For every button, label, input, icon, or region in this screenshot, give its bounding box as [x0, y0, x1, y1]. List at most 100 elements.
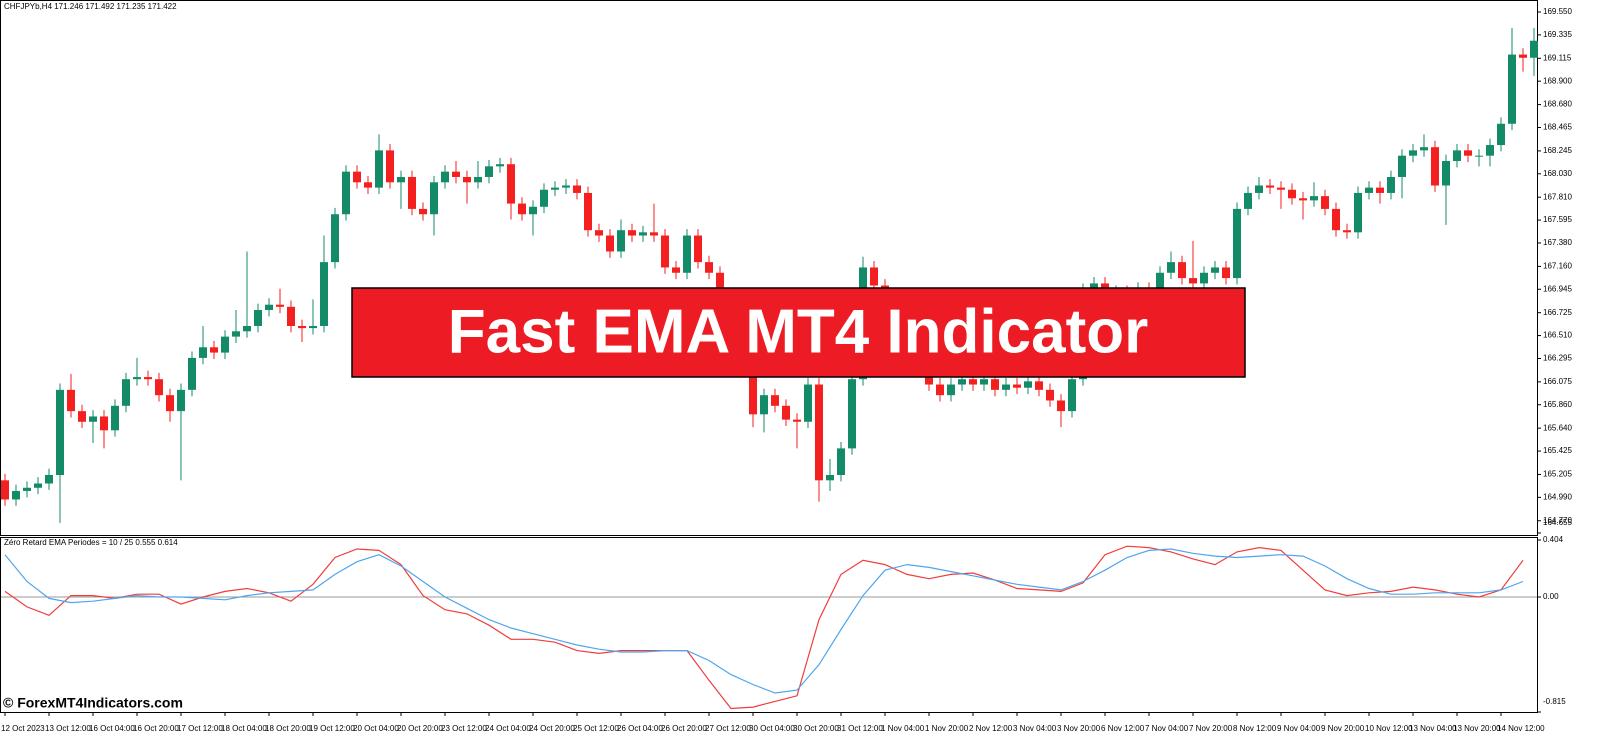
- candle-body: [1475, 155, 1483, 157]
- y-tick-label: 164.770: [1543, 516, 1572, 525]
- plot: 169.550 169.335 169.115 168.900 168.680 168.4…: [1, 7, 1572, 733]
- y-tick-label: 166.945: [1543, 284, 1572, 293]
- y-tick-label: 165.860: [1543, 400, 1572, 409]
- candle-body: [1354, 192, 1362, 233]
- candle-body: [837, 448, 845, 475]
- x-tick-label: 18 Oct 04:00: [221, 724, 267, 733]
- x-tick-label: 23 Oct 12:00: [441, 724, 487, 733]
- x-tick-label: 16 Oct 20:00: [133, 724, 179, 733]
- candle-body: [342, 171, 350, 215]
- banner: [351, 287, 1246, 378]
- candle-body: [441, 171, 449, 183]
- candle-body: [1057, 400, 1065, 412]
- candle-body: [1321, 196, 1329, 209]
- y-tick-label: 168.680: [1543, 100, 1572, 109]
- y-tick-label: 168.465: [1543, 123, 1572, 132]
- candle-body: [1, 480, 9, 500]
- candle-body: [1255, 185, 1263, 193]
- candle-body: [188, 357, 196, 390]
- candle-body: [848, 379, 856, 449]
- candle-body: [254, 310, 262, 326]
- candle-body: [793, 419, 801, 422]
- candle-body: [1332, 208, 1340, 231]
- candle-body: [969, 379, 977, 385]
- candle-body: [540, 189, 548, 207]
- candle-body: [364, 182, 372, 188]
- candle-body: [199, 347, 207, 358]
- y-tick-label: 168.245: [1543, 146, 1572, 155]
- candle-body: [661, 235, 669, 268]
- candle-body: [1387, 176, 1395, 193]
- banner-text: Fast EMA MT4 Indicator: [448, 297, 1148, 366]
- x-tick-label: 9 Nov 04:00: [1277, 724, 1321, 733]
- x-tick-label: 25 Oct 12:00: [573, 724, 619, 733]
- y-tick-label: 166.075: [1543, 377, 1572, 386]
- x-tick-label: 2 Nov 12:00: [969, 724, 1013, 733]
- candle-body: [1046, 389, 1054, 401]
- x-tick-label: 17 Oct 12:00: [177, 724, 223, 733]
- candle-body: [1288, 189, 1296, 199]
- y-tick-label: 164.655: [1543, 518, 1572, 527]
- candle-body: [1178, 262, 1186, 279]
- candle-body: [1398, 155, 1406, 177]
- candle-body: [804, 384, 812, 422]
- candle-body: [1508, 54, 1516, 124]
- candle-body: [122, 379, 130, 406]
- candle-body: [287, 306, 295, 326]
- candle-body: [1376, 187, 1384, 193]
- candle-body: [309, 325, 317, 329]
- x-tick-label: 31 Oct 12:00: [837, 724, 883, 733]
- indicator-line: [4, 548, 1524, 694]
- y-tick-label: 164.990: [1543, 492, 1572, 501]
- candle-body: [771, 395, 779, 406]
- candle-body: [34, 483, 42, 488]
- candle-body: [617, 230, 625, 252]
- indicator-header: Zéro Retard EMA Periodes = 10 / 25 0.555…: [4, 538, 178, 547]
- candle-body: [606, 235, 614, 252]
- candle-body: [507, 164, 515, 204]
- x-tick-label: 6 Nov 12:00: [1101, 724, 1145, 733]
- candle-body: [375, 150, 383, 188]
- candle-body: [1420, 147, 1428, 151]
- candle-body: [826, 474, 834, 481]
- candle-body: [958, 379, 966, 385]
- candle-body: [496, 164, 504, 167]
- x-tick-label: 3 Nov 04:00: [1013, 724, 1057, 733]
- candle-body: [331, 214, 339, 263]
- candle-body: [1299, 198, 1307, 201]
- candle-body: [628, 230, 636, 236]
- y-tick-label: -0.815: [1543, 697, 1566, 706]
- candle-body: [815, 384, 823, 481]
- candle-body: [705, 262, 713, 273]
- candle-body: [562, 185, 570, 188]
- x-tick-label: 14 Nov 12:00: [1497, 724, 1545, 733]
- x-tick-label: 16 Oct 04:00: [89, 724, 135, 733]
- candle-body: [1519, 54, 1527, 58]
- candle-body: [573, 185, 581, 193]
- candle-body: [78, 411, 86, 422]
- candle-body: [1189, 278, 1197, 284]
- x-tick-label: 26 Oct 04:00: [617, 724, 663, 733]
- x-tick-label: 26 Oct 20:00: [661, 724, 707, 733]
- x-tick-label: 1 Nov 04:00: [881, 724, 925, 733]
- candle-body: [452, 171, 460, 177]
- candle-body: [782, 405, 790, 420]
- candle-body: [595, 230, 603, 236]
- candle-body: [1530, 40, 1538, 58]
- candle-body: [408, 176, 416, 209]
- candle-body: [1211, 267, 1219, 273]
- candle-body: [419, 208, 427, 215]
- x-tick-label: 18 Oct 20:00: [265, 724, 311, 733]
- candle-body: [45, 474, 53, 484]
- candle-body: [1002, 384, 1010, 390]
- candle-body: [518, 203, 526, 215]
- candle-body: [551, 187, 559, 190]
- x-tick-label: 8 Nov 12:00: [1233, 724, 1277, 733]
- y-tick-label: 167.160: [1543, 261, 1572, 270]
- x-tick-label: 7 Nov 04:00: [1145, 724, 1189, 733]
- candle-body: [1244, 192, 1252, 209]
- candle-body: [177, 389, 185, 412]
- y-tick-label: 169.550: [1543, 7, 1572, 16]
- candle-body: [298, 325, 306, 329]
